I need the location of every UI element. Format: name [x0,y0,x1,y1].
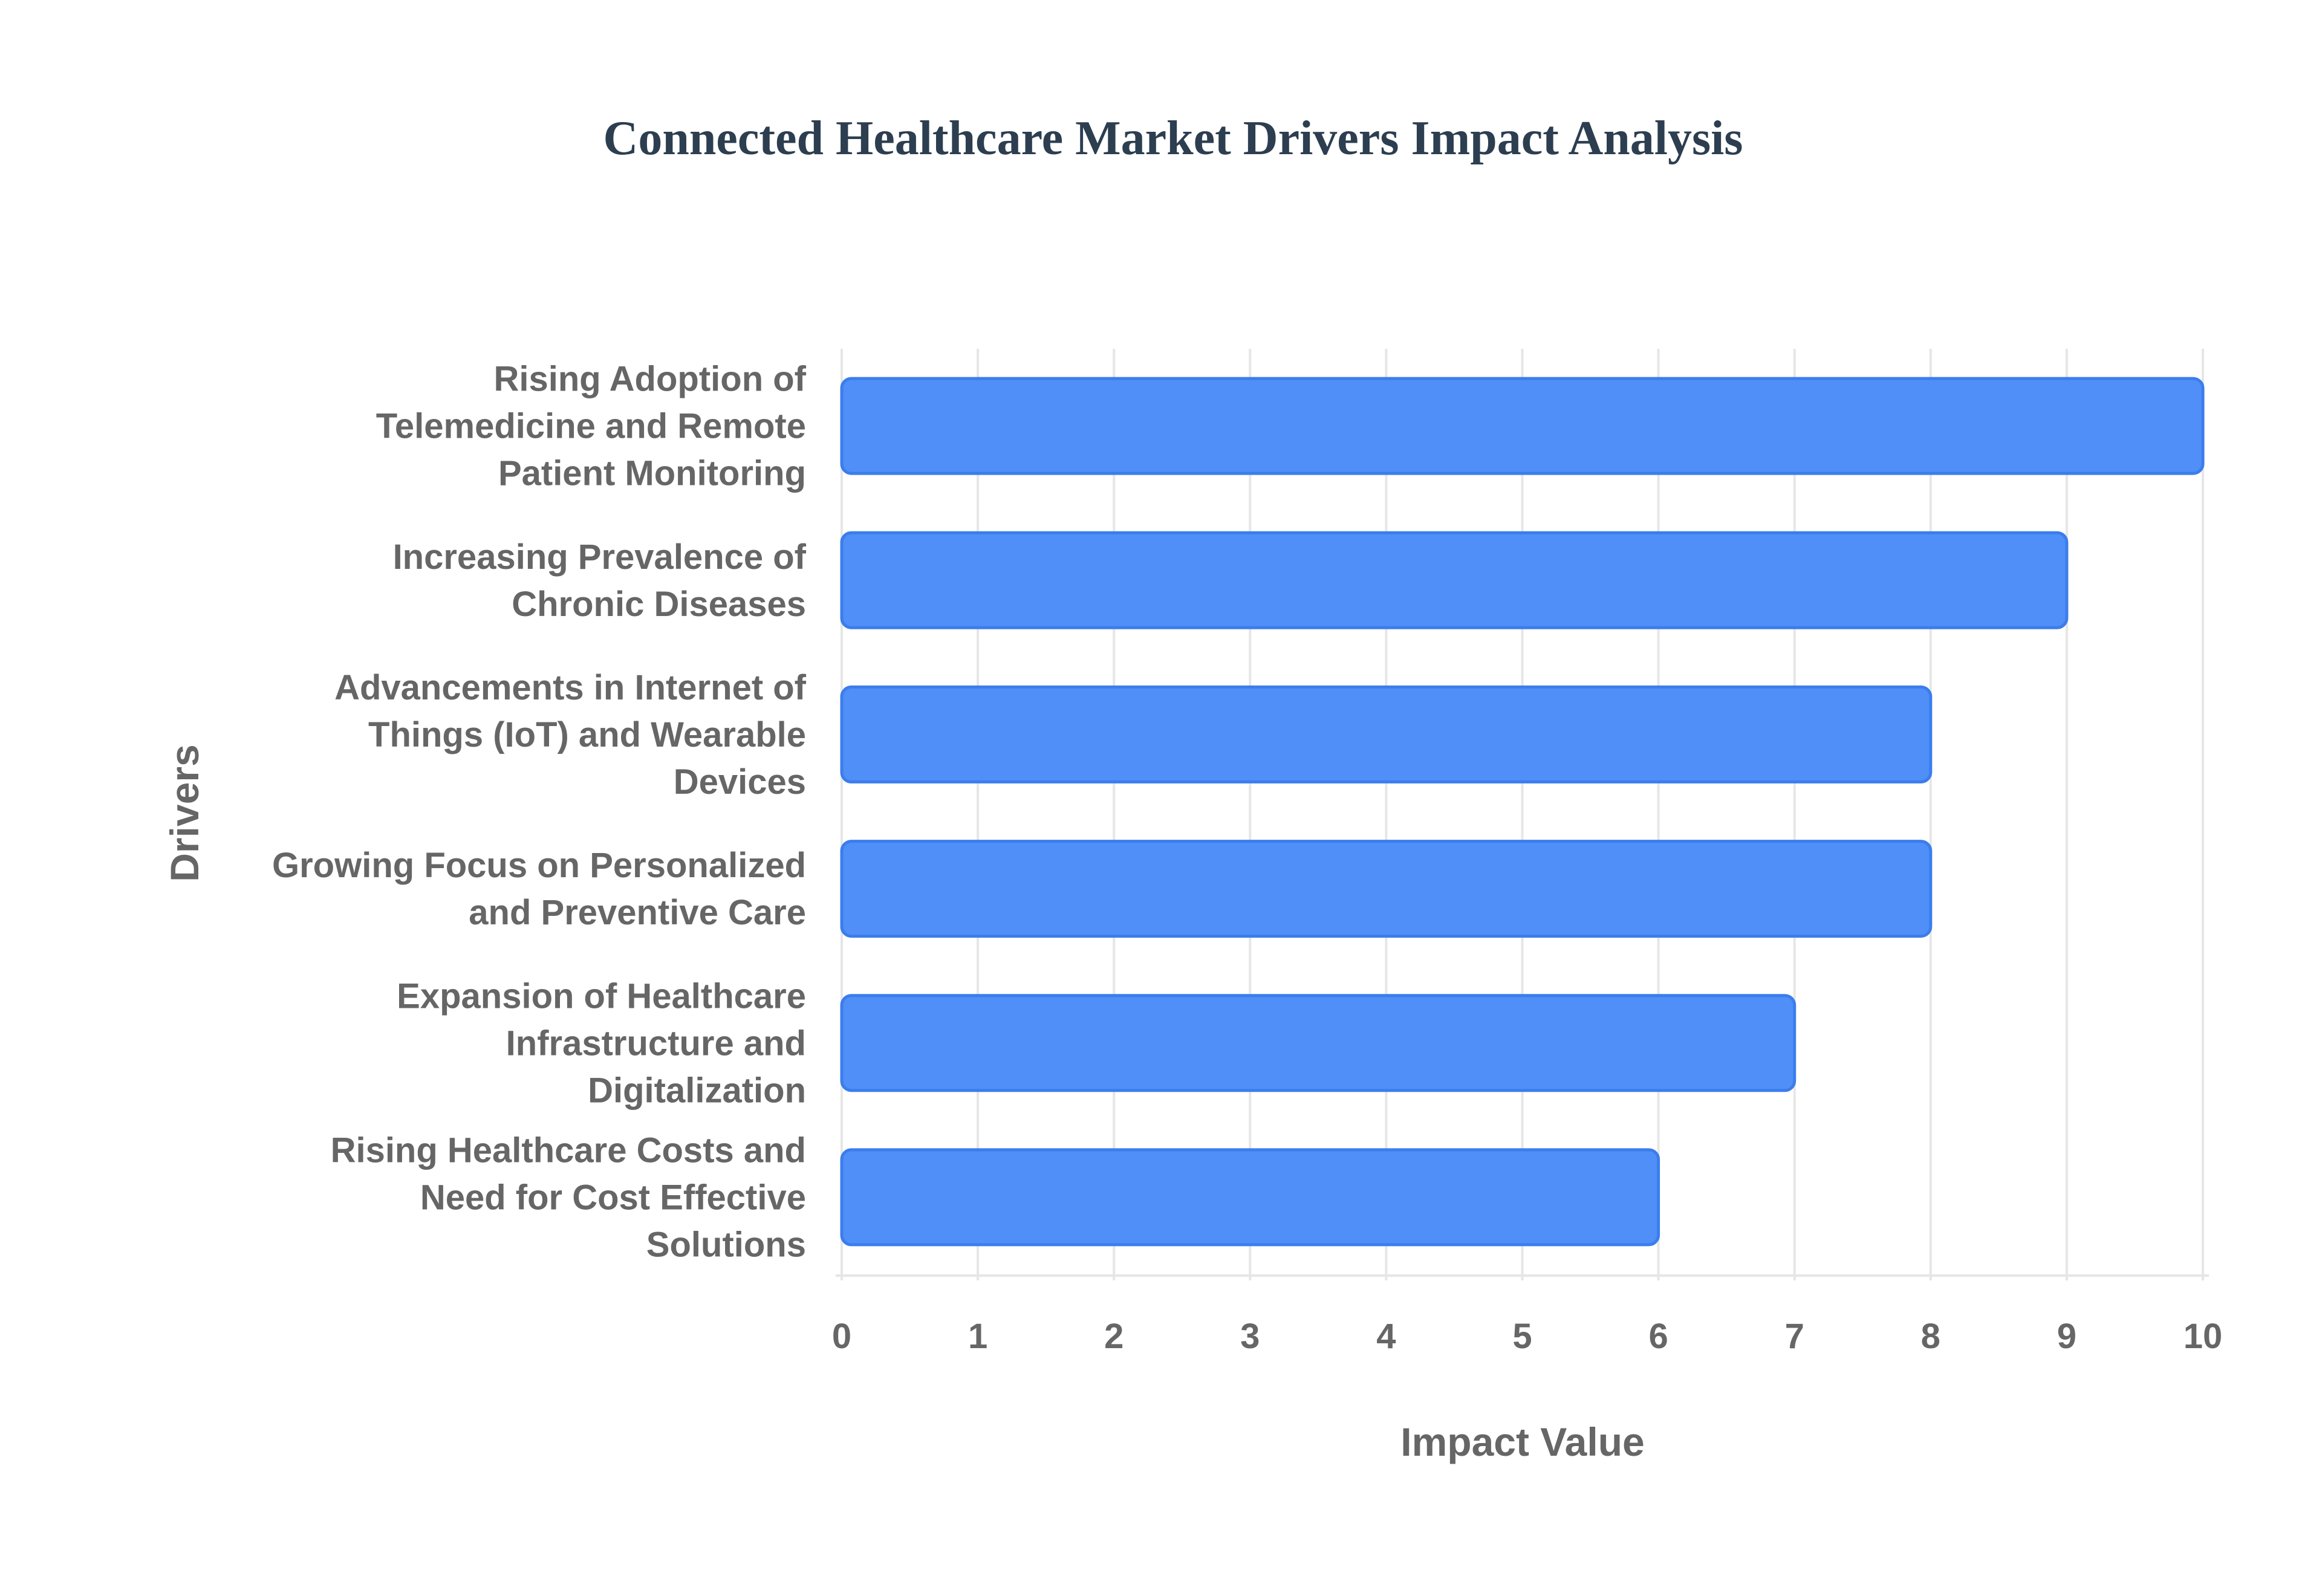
chart-title: Connected Healthcare Market Drivers Impa… [603,112,1743,165]
bar [840,531,2069,629]
category-label-line: Growing Focus on Personalized [272,846,806,885]
category-label-line: Solutions [646,1225,806,1264]
category-label-line: Infrastructure and [506,1023,806,1063]
x-tick-label: 3 [1240,1317,1260,1356]
bar [840,840,1933,938]
bars [840,377,2205,1247]
x-tick-labels: 0 1 2 3 4 5 6 7 8 9 10 [832,1317,2222,1356]
x-tick-label: 1 [968,1317,987,1356]
category-label-line: and Preventive Care [469,893,806,932]
category-label: Advancements in Internet of Things (IoT) … [334,668,807,802]
x-tick-label: 10 [2184,1317,2223,1356]
category-label-line: Patient Monitoring [498,454,806,493]
x-axis-title: Impact Value [1400,1419,1645,1464]
bar [840,685,1933,783]
category-label: Rising Healthcare Costs and Need for Cost… [331,1130,806,1264]
x-tick-label: 8 [1921,1317,1940,1356]
category-label-line: Expansion of Healthcare [397,976,806,1016]
bar [840,1148,1660,1247]
category-label-line: Things (IoT) and Wearable [368,715,806,754]
category-label-line: Digitalization [588,1071,806,1110]
category-label-line: Rising Healthcare Costs and [331,1130,806,1170]
category-label-line: Rising Adoption of [493,360,806,399]
category-label: Rising Adoption of Telemedicine and Remot… [376,360,807,493]
category-label-line: Telemedicine and Remote [376,407,806,446]
x-tick-label: 4 [1376,1317,1396,1356]
category-label-line: Advancements in Internet of [334,668,807,707]
category-label-line: Need for Cost Effective [420,1178,806,1217]
x-tick-label: 5 [1512,1317,1532,1356]
bar [840,377,2205,475]
x-tick-label: 6 [1648,1317,1668,1356]
x-tick-label: 7 [1785,1317,1804,1356]
grid [836,349,2209,1280]
category-label-line: Chronic Diseases [512,585,806,624]
x-tick-label: 0 [832,1317,851,1356]
bar [840,994,1797,1092]
x-tick-label: 2 [1104,1317,1124,1356]
category-label-line: Increasing Prevalence of [393,537,807,577]
x-tick-label: 9 [2057,1317,2076,1356]
category-label-line: Devices [674,762,806,802]
category-label: Expansion of Healthcare Infrastructure an… [397,976,806,1110]
y-axis-title: Drivers [162,744,207,882]
category-labels: Rising Adoption of Telemedicine and Remot… [272,360,807,1265]
category-label: Growing Focus on Personalized and Prevent… [272,846,806,932]
category-label: Increasing Prevalence of Chronic Diseases [393,537,807,624]
